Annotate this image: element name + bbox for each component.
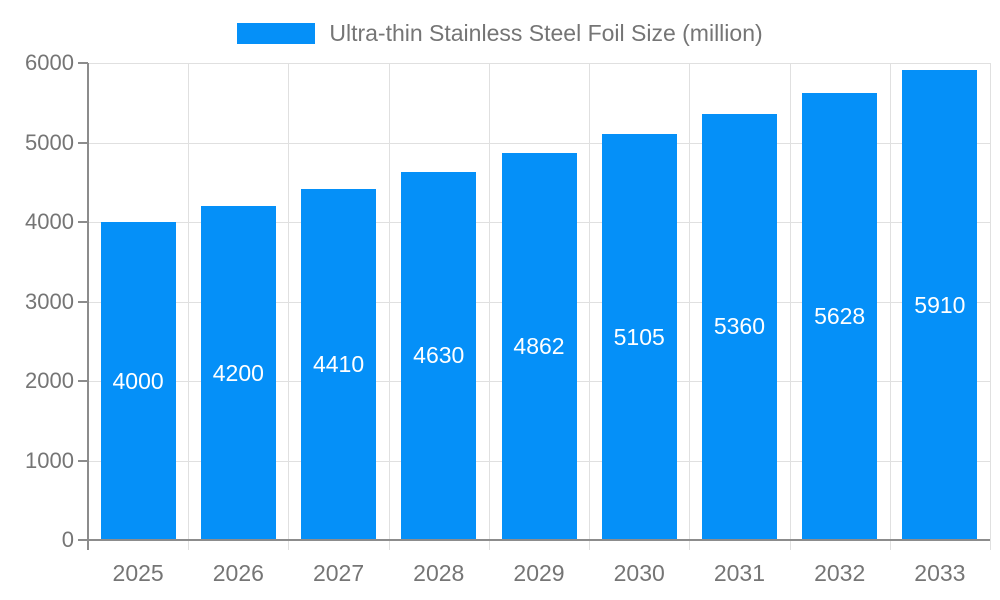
- bar-value-label: 5910: [914, 291, 966, 318]
- bar-2032[interactable]: 5628: [802, 92, 878, 540]
- y-axis-tick: [78, 62, 88, 64]
- x-axis-tick: [188, 540, 190, 550]
- x-axis-tick-label: 2032: [814, 560, 866, 586]
- bar-value-label: 4200: [212, 359, 264, 386]
- bar-value-label: 4410: [312, 351, 365, 378]
- x-axis-tick-label: 2028: [413, 560, 465, 586]
- y-axis-line: [87, 63, 89, 550]
- bar-2028[interactable]: 4630: [401, 171, 477, 540]
- y-axis-tick-label: 6000: [25, 50, 74, 75]
- x-axis-tick: [388, 540, 390, 550]
- y-axis-tick: [78, 141, 88, 144]
- y-gridline: [88, 142, 990, 144]
- x-axis-tick: [488, 540, 490, 550]
- x-axis-line: [78, 539, 990, 541]
- x-axis-tick: [889, 540, 891, 550]
- y-axis-tick-label: 0: [61, 527, 74, 552]
- y-axis-tick-label: 4000: [25, 209, 74, 234]
- bar-2025[interactable]: 4000: [100, 222, 176, 540]
- x-axis-tick-label: 2025: [112, 560, 164, 586]
- y-axis-tick: [78, 300, 88, 303]
- bar-2030[interactable]: 5105: [601, 134, 677, 540]
- legend-label: Ultra-thin Stainless Steel Foil Size (mi…: [329, 20, 763, 46]
- x-axis-tick: [990, 540, 991, 550]
- y-axis-tick-label: 5000: [25, 129, 74, 155]
- legend-swatch: [237, 23, 316, 44]
- x-axis-tick-label: 2029: [513, 560, 565, 586]
- bar-value-label: 5628: [814, 302, 866, 329]
- x-axis-tick-label: 2027: [312, 560, 365, 586]
- x-axis-tick-label: 2026: [212, 560, 264, 586]
- x-gridline: [689, 63, 691, 540]
- x-axis-tick-label: 2030: [613, 560, 665, 586]
- bar-2031[interactable]: 5360: [701, 113, 777, 540]
- bar-2029[interactable]: 4862: [501, 153, 577, 540]
- bar-2033[interactable]: 5910: [902, 70, 978, 540]
- bar-2027[interactable]: 4410: [301, 189, 377, 540]
- bar-value-label: 4862: [513, 333, 565, 360]
- y-gridline: [88, 63, 990, 64]
- bar-value-label: 4000: [112, 367, 164, 394]
- y-axis-tick-label: 1000: [25, 447, 74, 473]
- x-gridline: [789, 63, 791, 540]
- bar-2026[interactable]: 4200: [200, 206, 276, 540]
- bar-value-label: 4630: [413, 342, 465, 369]
- x-gridline: [990, 63, 991, 540]
- x-axis-tick-label: 2033: [914, 560, 966, 586]
- x-axis-tick: [689, 540, 691, 550]
- x-axis-tick: [789, 540, 791, 550]
- legend-item[interactable]: Ultra-thin Stainless Steel Foil Size (mi…: [0, 20, 1000, 47]
- x-axis-tick-label: 2031: [713, 560, 766, 586]
- y-axis-tick: [78, 380, 88, 382]
- y-axis-tick-label: 2000: [25, 368, 74, 393]
- x-gridline: [288, 63, 290, 540]
- x-gridline: [188, 63, 190, 540]
- x-gridline: [488, 63, 490, 540]
- y-axis-tick-label: 3000: [25, 288, 74, 314]
- bar-value-label: 5360: [713, 313, 766, 340]
- x-gridline: [589, 63, 591, 540]
- y-axis-tick: [78, 221, 88, 223]
- x-gridline: [388, 63, 390, 540]
- y-axis-tick: [78, 459, 88, 462]
- x-axis-tick: [589, 540, 591, 550]
- x-gridline: [889, 63, 891, 540]
- bar-value-label: 5105: [613, 323, 665, 350]
- x-axis-tick: [288, 540, 290, 550]
